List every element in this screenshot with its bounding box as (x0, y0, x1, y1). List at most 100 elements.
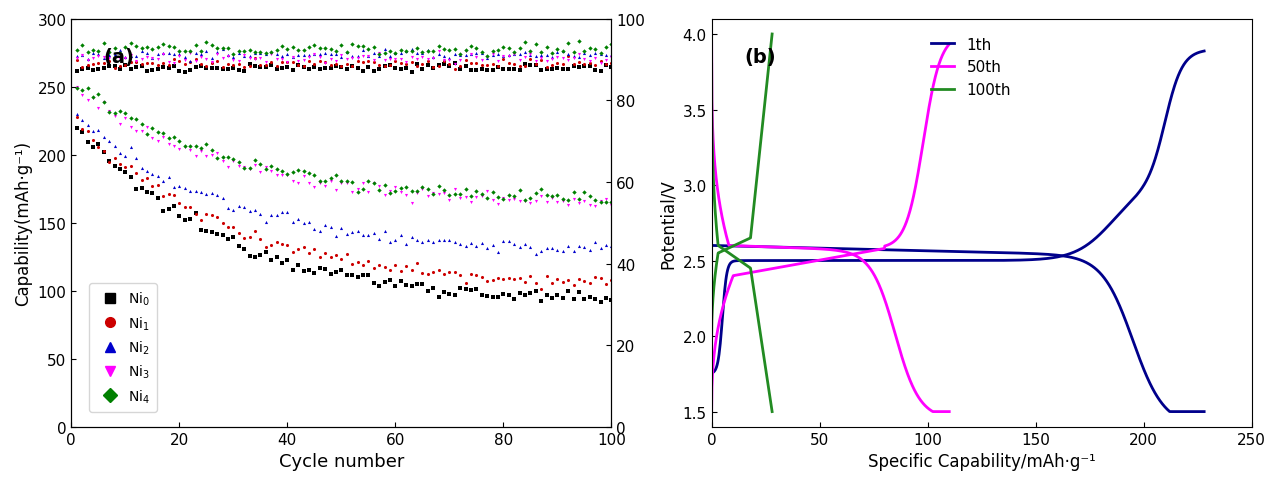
Point (174, 58, 195, 65)
Point (72, 42, 92, 50)
Point (580, 60, 600, 68)
Ni$_2$ (212, 195, 233, 203)
Point (298, 52, 319, 60)
Point (223, 54, 243, 61)
Ni$_2$ (337, 230, 357, 238)
Point (137, 54, 157, 61)
Ni$_2$ (310, 228, 330, 236)
Point (580, 52, 600, 60)
Ni$_4$ (364, 180, 384, 188)
Ni$_4$ (315, 177, 335, 185)
Point (558, 50, 579, 58)
Ni$_3$ (385, 183, 406, 191)
Ni$_0$ (93, 149, 114, 156)
Ni$_4$ (575, 189, 595, 197)
Point (585, 67, 605, 75)
Point (239, 47, 260, 55)
Point (347, 59, 367, 66)
Ni$_1$ (563, 282, 584, 289)
100th (708, 211, 723, 217)
Point (83, 67, 104, 75)
Ni$_2$ (207, 192, 228, 199)
Ni$_0$ (563, 296, 584, 303)
Point (169, 68, 189, 76)
Point (471, 57, 492, 64)
Ni$_1$ (305, 245, 325, 253)
Ni$_2$ (547, 246, 567, 254)
Ni$_4$ (380, 189, 401, 197)
Ni$_4$ (488, 194, 508, 202)
Ni$_0$ (526, 287, 547, 295)
Ni$_1$ (164, 192, 184, 199)
Ni$_2$ (196, 191, 216, 199)
50th (842, 251, 858, 257)
Point (266, 66, 287, 74)
Ni$_4$ (99, 109, 119, 117)
Point (369, 53, 389, 61)
Ni$_2$ (93, 134, 114, 142)
Line: 50th: 50th (712, 43, 950, 412)
Line: 100th: 100th (712, 65, 772, 412)
Point (283, 66, 303, 74)
Ni$_3$ (575, 197, 595, 205)
Point (385, 58, 406, 66)
Ni$_4$ (547, 192, 567, 199)
Point (466, 67, 486, 75)
Ni$_2$ (396, 240, 416, 248)
Point (547, 49, 567, 57)
Point (293, 57, 314, 64)
Point (83, 50, 104, 58)
Ni$_0$ (515, 291, 535, 299)
Ni$_2$ (477, 244, 498, 252)
Point (223, 50, 243, 58)
Ni$_3$ (293, 173, 314, 181)
Point (120, 41, 141, 48)
Ni$_3$ (228, 162, 248, 170)
Ni$_3$ (201, 152, 221, 160)
Point (575, 50, 595, 58)
Point (342, 63, 362, 71)
Ni$_1$ (439, 268, 460, 276)
Ni$_1$ (575, 278, 595, 286)
Ni$_2$ (493, 238, 513, 245)
Ni$_2$ (585, 238, 605, 246)
Point (575, 63, 595, 71)
Point (115, 55, 136, 63)
Ni$_0$ (332, 266, 352, 274)
Ni$_2$ (364, 229, 384, 237)
Ni$_2$ (315, 222, 335, 230)
Point (325, 48, 346, 56)
Ni$_2$ (434, 236, 454, 244)
Ni$_3$ (526, 197, 547, 205)
Point (422, 54, 443, 62)
Ni$_4$ (320, 174, 340, 182)
Ni$_2$ (325, 232, 346, 240)
Line: 1th: 1th (712, 246, 1204, 412)
Point (380, 62, 401, 70)
Ni$_0$ (99, 158, 119, 166)
Point (186, 42, 206, 50)
Y-axis label: Capability(mAh·g⁻¹): Capability(mAh·g⁻¹) (14, 141, 32, 306)
Ni$_4$ (374, 182, 394, 189)
Point (434, 53, 454, 60)
Ni$_4$ (196, 141, 216, 149)
Ni$_3$ (132, 128, 152, 136)
Point (515, 49, 535, 57)
Ni$_4$ (429, 183, 449, 191)
Point (164, 44, 184, 51)
Point (132, 56, 152, 64)
Ni$_4$ (390, 184, 411, 192)
Ni$_1$ (271, 241, 292, 248)
Point (207, 51, 228, 59)
Point (276, 51, 297, 59)
Point (325, 51, 346, 59)
Point (602, 60, 622, 68)
1th (1018, 251, 1033, 257)
Point (244, 56, 265, 63)
Point (196, 62, 216, 70)
Ni$_4$ (466, 188, 486, 196)
Ni$_3$ (142, 135, 163, 143)
Ni$_3$ (244, 162, 265, 170)
Ni$_2$ (461, 240, 481, 247)
Ni$_2$ (553, 247, 573, 255)
